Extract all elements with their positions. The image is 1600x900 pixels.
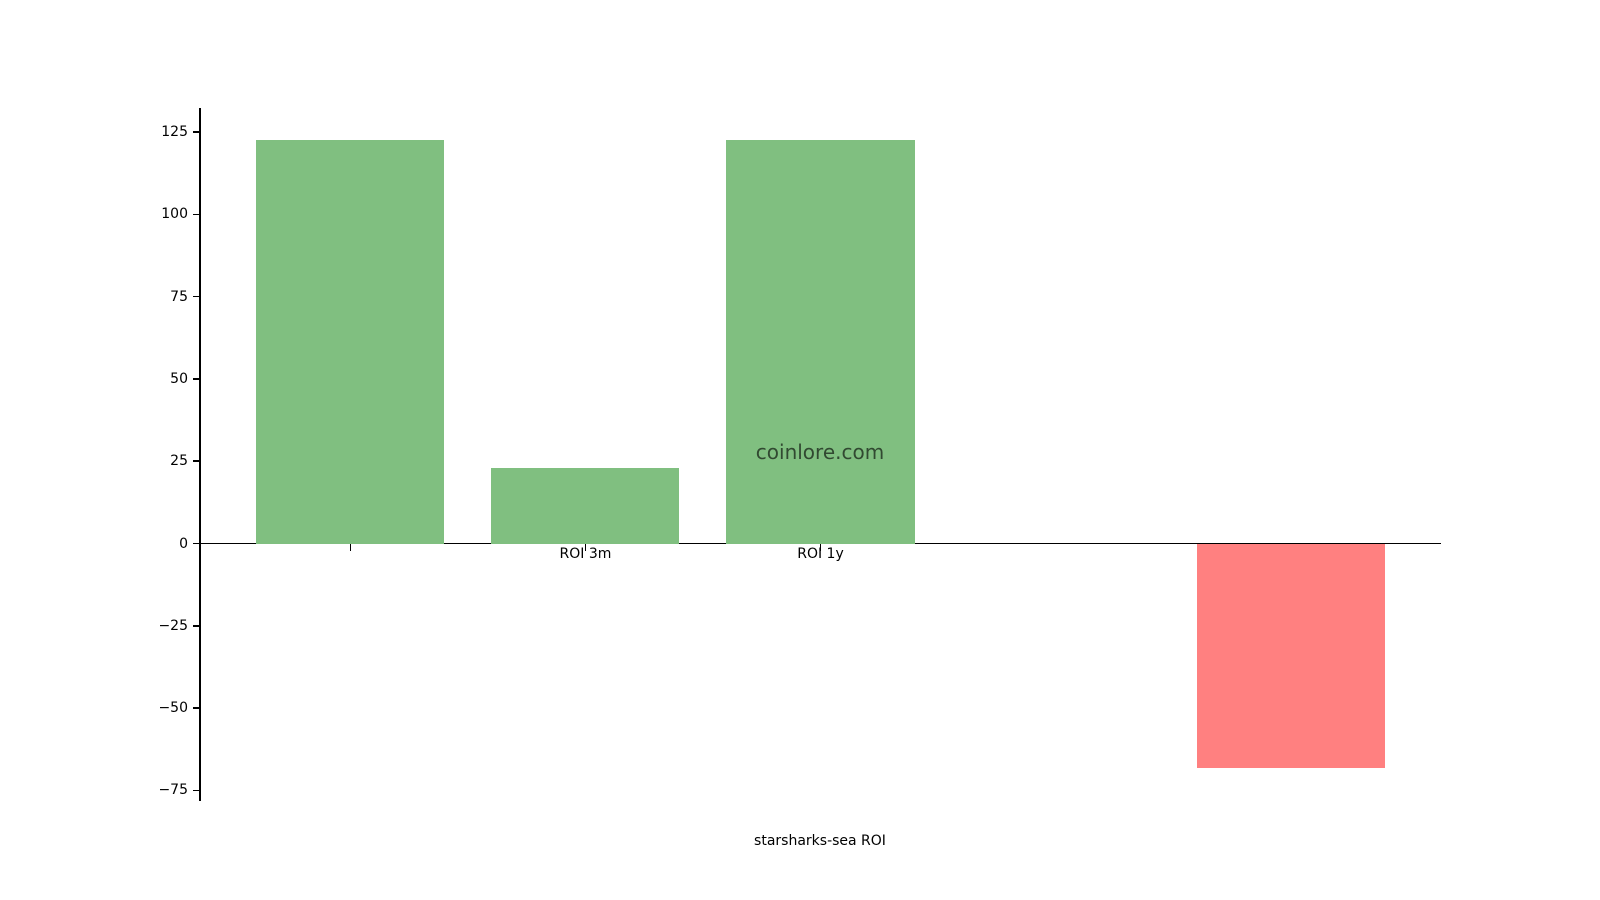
y-tick-mark — [193, 707, 200, 709]
y-tick-label: 75 — [170, 288, 188, 305]
x-tick-mark — [349, 544, 352, 552]
y-tick-label: −75 — [158, 782, 188, 799]
x-tick-mark — [819, 544, 822, 552]
y-tick-mark — [193, 213, 200, 216]
bar-pos4 — [1196, 543, 1385, 769]
y-tick-mark — [193, 378, 200, 380]
x-tick-label: ROI 1y — [797, 545, 844, 562]
watermark-text: coinlore.com — [755, 440, 885, 464]
bar-ROI 3m — [491, 467, 680, 544]
y-tick-label: 125 — [161, 124, 188, 141]
x-tick-mark — [584, 544, 587, 552]
y-tick-label: 50 — [170, 370, 188, 387]
x-tick-label: ROI 3m — [559, 545, 612, 562]
y-tick-label: −50 — [158, 700, 188, 717]
y-tick-mark — [193, 542, 200, 545]
y-tick-label: 0 — [179, 535, 188, 552]
bar-pos0 — [256, 140, 445, 544]
y-tick-label: −25 — [158, 617, 188, 634]
y-tick-label: 100 — [161, 206, 188, 223]
y-tick-mark — [193, 460, 200, 463]
y-tick-mark — [193, 295, 200, 298]
y-tick-mark — [193, 625, 200, 627]
y-tick-mark — [193, 789, 200, 792]
y-axis-line — [199, 108, 201, 801]
y-tick-label: 25 — [170, 453, 188, 470]
y-tick-mark — [193, 131, 200, 133]
bar-ROI 1y — [726, 140, 915, 544]
chart-title: starsharks-sea ROI — [754, 833, 886, 849]
x-axis-zero-line — [200, 542, 1441, 545]
